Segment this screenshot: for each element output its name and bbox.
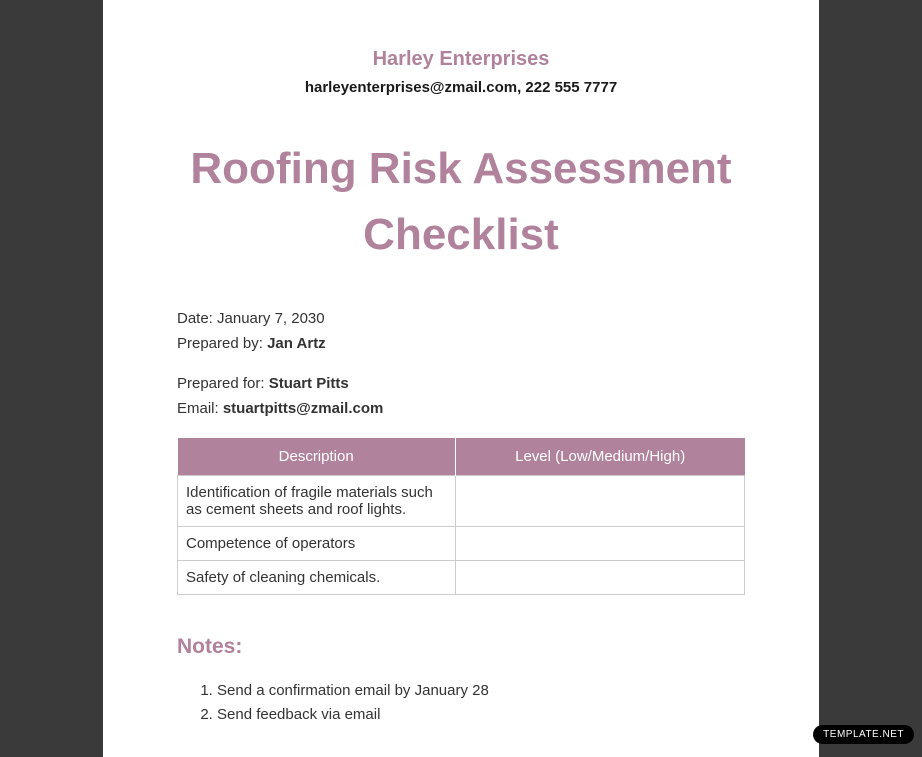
document-page: Harley Enterprises harleyenterprises@zma… (103, 0, 819, 757)
prepared-by-label: Prepared by: (177, 335, 267, 352)
email-value: stuartpitts@zmail.com (223, 400, 384, 417)
cell-description: Identification of fragile materials such… (178, 476, 456, 527)
email-line: Email: stuartpitts@zmail.com (177, 398, 745, 421)
prepared-by-value: Jan Artz (267, 335, 326, 352)
date-value: January 7, 2030 (217, 310, 325, 327)
table-row: Safety of cleaning chemicals. (178, 561, 745, 595)
note-item: Send a confirmation email by January 28 (217, 679, 745, 703)
notes-heading: Notes: (177, 635, 745, 659)
cell-description: Safety of cleaning chemicals. (178, 561, 456, 595)
cell-level[interactable] (455, 527, 744, 561)
prepared-for-value: Stuart Pitts (269, 375, 349, 392)
prepared-for-label: Prepared for: (177, 375, 269, 392)
date-line: Date: January 7, 2030 (177, 308, 745, 331)
date-label: Date: (177, 310, 217, 327)
cell-level[interactable] (455, 561, 744, 595)
notes-list: Send a confirmation email by January 28 … (177, 679, 745, 727)
meta-block-1: Date: January 7, 2030 Prepared by: Jan A… (177, 308, 745, 355)
prepared-for-line: Prepared for: Stuart Pitts (177, 373, 745, 396)
note-item: Send feedback via email (217, 703, 745, 727)
cell-level[interactable] (455, 476, 744, 527)
col-description: Description (178, 438, 456, 476)
checklist-table: Description Level (Low/Medium/High) Iden… (177, 438, 745, 595)
table-row: Identification of fragile materials such… (178, 476, 745, 527)
company-contact: harleyenterprises@zmail.com, 222 555 777… (177, 79, 745, 96)
table-header-row: Description Level (Low/Medium/High) (178, 438, 745, 476)
prepared-by-line: Prepared by: Jan Artz (177, 333, 745, 356)
document-title: Roofing Risk Assessment Checklist (177, 136, 745, 268)
company-name: Harley Enterprises (177, 48, 745, 71)
cell-description: Competence of operators (178, 527, 456, 561)
table-row: Competence of operators (178, 527, 745, 561)
watermark-badge: TEMPLATE.NET (813, 725, 914, 744)
meta-block-2: Prepared for: Stuart Pitts Email: stuart… (177, 373, 745, 420)
email-label: Email: (177, 400, 223, 417)
col-level: Level (Low/Medium/High) (455, 438, 744, 476)
